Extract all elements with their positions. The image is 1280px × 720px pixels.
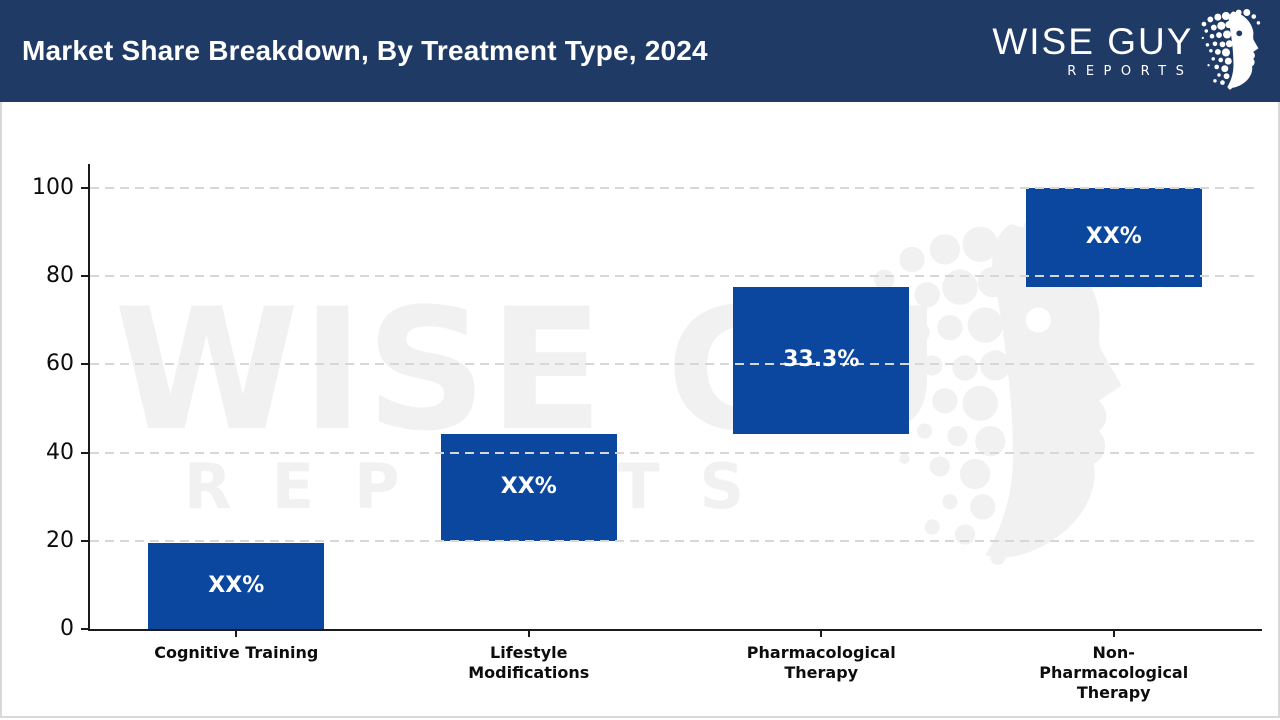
y-axis-tick xyxy=(81,275,89,278)
y-axis-tick-label: 40 xyxy=(46,439,74,465)
y-axis-tick-label: 20 xyxy=(46,527,74,553)
x-axis-tick xyxy=(527,629,530,637)
x-axis-tick-label: Cognitive Training xyxy=(154,643,319,662)
gridline xyxy=(90,275,1260,278)
x-axis-tick-label: Non- Pharmacological Therapy xyxy=(1039,643,1189,702)
x-axis-tick-label: Lifestyle Modifications xyxy=(468,643,590,682)
y-axis-tick xyxy=(81,363,89,366)
y-axis-line xyxy=(88,164,90,631)
bar-value-label: 33.3% xyxy=(783,347,860,373)
y-axis-tick-label: 0 xyxy=(60,616,74,641)
y-axis-tick xyxy=(81,539,89,542)
x-axis-line xyxy=(88,629,1262,631)
bar-value-label: XX% xyxy=(1085,224,1142,250)
bar xyxy=(148,543,325,629)
brand-tagline: REPORTS xyxy=(1067,64,1194,79)
page-title: Market Share Breakdown, By Treatment Typ… xyxy=(22,35,708,66)
brand-head-icon xyxy=(1202,9,1261,90)
x-axis-tick xyxy=(1112,629,1115,637)
gridline xyxy=(90,539,1260,542)
y-axis-tick-label: 80 xyxy=(46,263,74,289)
brand-logo-text: WISE GUY REPORTS xyxy=(992,23,1193,79)
chart-area: WISE GU REPORTS 020406080100XX%XX%33.3%X… xyxy=(0,102,1280,718)
x-axis-tick xyxy=(820,629,823,637)
x-axis-tick-label: Pharmacological Therapy xyxy=(746,643,896,682)
bar xyxy=(440,433,617,541)
brand-logo: WISE GUY REPORTS xyxy=(992,9,1280,93)
y-axis-tick xyxy=(81,451,89,454)
bar xyxy=(733,286,910,434)
gridline xyxy=(90,187,1260,189)
header-bar: Market Share Breakdown, By Treatment Typ… xyxy=(0,0,1280,102)
bar-value-label: XX% xyxy=(208,573,265,598)
bar xyxy=(1025,188,1202,287)
y-axis-tick-label: 60 xyxy=(46,351,74,377)
x-axis-tick xyxy=(235,629,238,637)
y-axis-tick xyxy=(81,187,89,189)
y-axis-tick xyxy=(81,628,89,630)
y-axis-tick-label: 100 xyxy=(32,175,74,200)
gridline xyxy=(90,363,1260,366)
bar-value-label: XX% xyxy=(500,474,557,500)
brand-name: WISE GUY xyxy=(992,21,1194,62)
gridline xyxy=(90,451,1260,454)
plot-area: 0 20 40 60 80 100 XX% XX% 33.3% XX% Cognitive Trai… xyxy=(2,102,1278,716)
